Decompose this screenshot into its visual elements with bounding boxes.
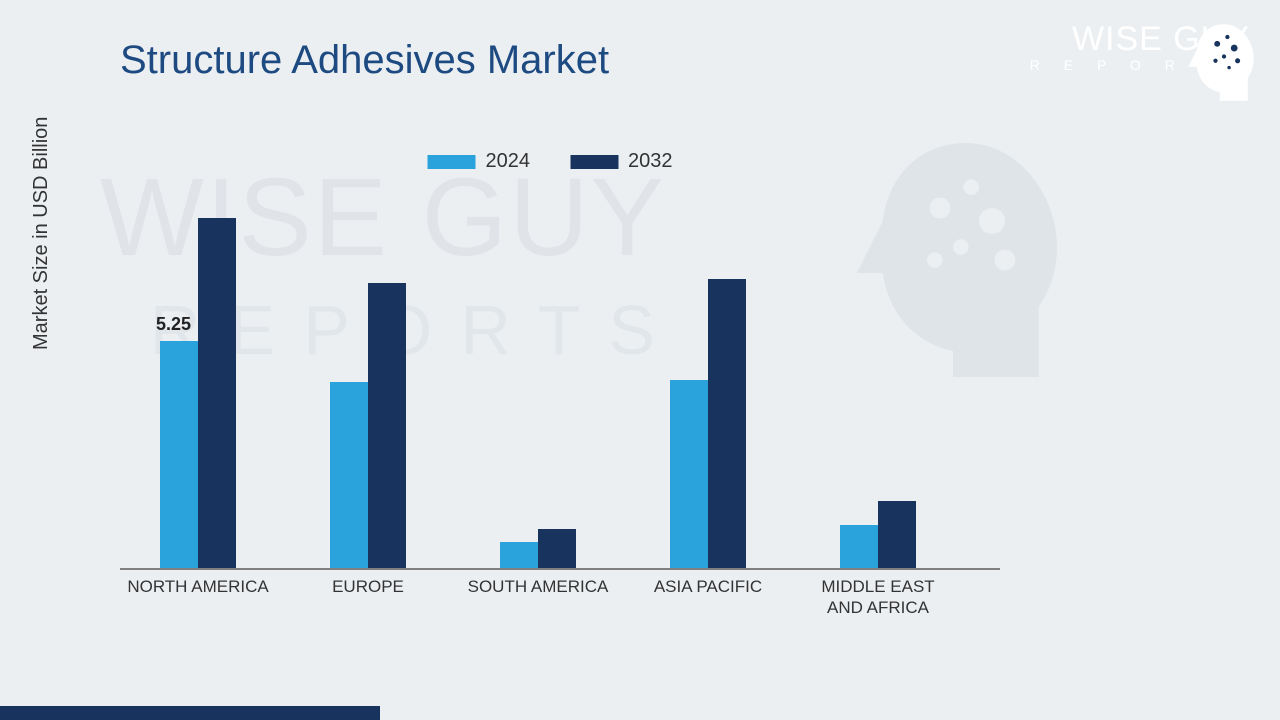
bar-2024	[330, 382, 368, 568]
brand-logo: WISE GUY R E P O R T S	[1030, 20, 1250, 73]
bar-group	[840, 501, 916, 568]
bar-group	[160, 218, 236, 568]
brand-head-icon	[1173, 20, 1258, 105]
bar-2032	[368, 283, 406, 568]
bar-group	[670, 279, 746, 568]
bar-2032	[538, 529, 576, 568]
bar-2032	[878, 501, 916, 568]
y-axis-label: Market Size in USD Billion	[30, 117, 53, 350]
report-canvas: WISE GUY REPORTS Structure Adhesives Mar…	[0, 0, 1280, 720]
category-label: ASIA PACIFIC	[633, 576, 783, 597]
legend-item-2024: 2024	[428, 150, 531, 173]
chart-legend: 2024 2032	[428, 150, 673, 173]
legend-swatch-2024	[428, 155, 476, 169]
bar-2032	[708, 279, 746, 568]
bar-2024	[670, 380, 708, 568]
category-label: SOUTH AMERICA	[463, 576, 613, 597]
legend-item-2032: 2032	[570, 150, 673, 173]
category-label: EUROPE	[293, 576, 443, 597]
category-label: NORTH AMERICA	[123, 576, 273, 597]
plot-area: 5.25NORTH AMERICAEUROPESOUTH AMERICAASIA…	[120, 190, 1000, 570]
legend-label-2024: 2024	[486, 150, 531, 173]
bottom-accent-bar	[0, 706, 380, 720]
bar-chart: 2024 2032 Market Size in USD Billion 5.2…	[90, 150, 1010, 670]
bar-group	[330, 283, 406, 568]
legend-swatch-2032	[570, 155, 618, 169]
chart-title: Structure Adhesives Market	[120, 38, 609, 83]
bar-value-label: 5.25	[156, 314, 191, 335]
bar-2024	[160, 341, 198, 568]
bar-2024	[500, 542, 538, 568]
category-label: MIDDLE EAST AND AFRICA	[803, 576, 953, 619]
bar-2024	[840, 525, 878, 568]
bar-group	[500, 529, 576, 568]
legend-label-2032: 2032	[628, 150, 673, 173]
bar-2032	[198, 218, 236, 568]
